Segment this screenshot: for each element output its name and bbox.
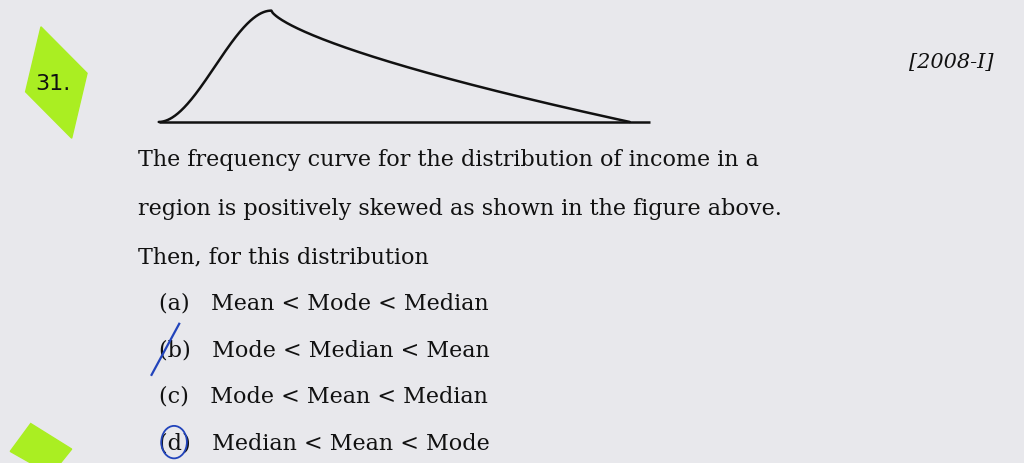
Text: [2008-I]: [2008-I]	[908, 53, 993, 72]
Text: The frequency curve for the distribution of income in a: The frequency curve for the distribution…	[138, 149, 759, 171]
Text: 31.: 31.	[36, 73, 71, 94]
Polygon shape	[26, 28, 87, 139]
Text: (c)   Mode < Mean < Median: (c) Mode < Mean < Median	[159, 385, 487, 407]
Text: (d)   Median < Mean < Mode: (d) Median < Mean < Mode	[159, 431, 489, 453]
Text: (b)   Mode < Median < Mean: (b) Mode < Median < Mean	[159, 338, 489, 361]
Text: region is positively skewed as shown in the figure above.: region is positively skewed as shown in …	[138, 197, 782, 219]
Polygon shape	[10, 424, 72, 463]
Text: Then, for this distribution: Then, for this distribution	[138, 246, 429, 268]
Text: (a)   Mean < Mode < Median: (a) Mean < Mode < Median	[159, 292, 488, 314]
